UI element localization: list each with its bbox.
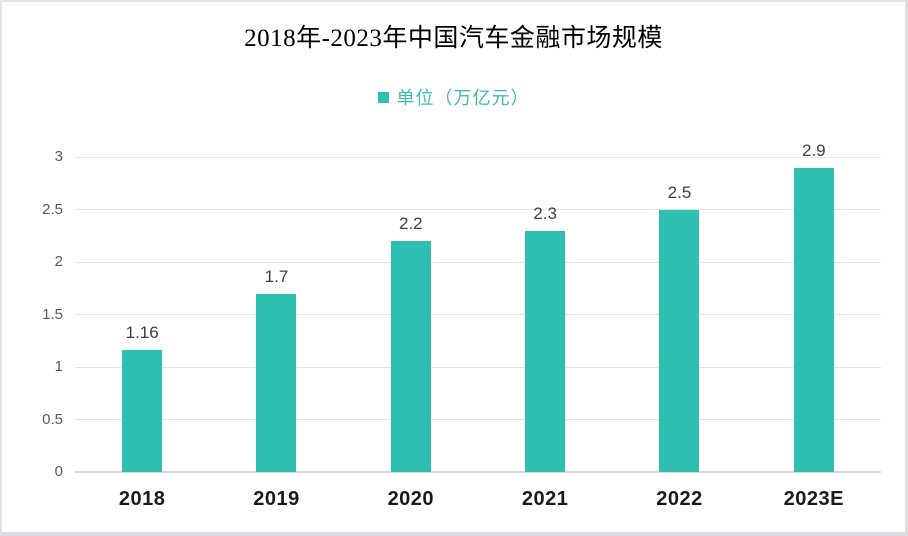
x-tick-label: 2021 [521, 488, 569, 510]
bar-column: 2.2 [344, 157, 478, 472]
bar-column: 1.7 [209, 157, 343, 472]
plot-area: 0 0.5 1 1.5 2 2.5 3 1.16 1.7 2.2 2.3 2.5 2.9 2018 20… [42, 141, 881, 510]
gridline [75, 261, 881, 263]
bar [122, 350, 163, 472]
x-tick-label: 2023E [783, 488, 844, 510]
bar-column: 2.9 [747, 141, 881, 472]
bar [525, 230, 566, 472]
gridline [75, 419, 881, 420]
bar-value-label: 2.9 [801, 140, 826, 160]
bar-value-label: 1.16 [125, 323, 159, 343]
x-tick-label: 2020 [387, 488, 435, 510]
x-tick-label: 2019 [253, 488, 300, 510]
x-tick-label: 2018 [118, 488, 166, 510]
gridline [75, 209, 881, 210]
chart-title: 2018年-2023年中国汽车金融市场规模 [244, 25, 663, 52]
legend-label: 单位（万亿元） [396, 88, 530, 108]
bar-value-label: 2.3 [533, 203, 557, 223]
y-tick-label: 3 [54, 148, 63, 165]
x-tick-label: 2022 [656, 488, 703, 510]
bar-column: 1.16 [75, 157, 209, 472]
bar-value-label: 2.2 [398, 214, 423, 233]
x-axis-line [75, 471, 881, 473]
bar-value-label: 2.5 [667, 182, 692, 202]
y-tick-label: 1 [54, 358, 63, 375]
y-tick-label: 0.5 [42, 410, 63, 428]
bar-column: 2.5 [612, 157, 746, 472]
y-tick-label: 1.5 [42, 305, 63, 323]
gridline [75, 156, 881, 158]
y-tick-label: 2.5 [42, 200, 63, 218]
bar [793, 167, 834, 472]
bar [659, 209, 700, 472]
bar [390, 241, 431, 472]
gridline [75, 314, 881, 315]
bar-value-label: 1.7 [264, 266, 289, 286]
legend: 单位（万亿元） [2, 84, 905, 110]
y-tick-label: 0 [54, 463, 63, 480]
gridline [75, 366, 881, 368]
legend-swatch-icon [377, 91, 389, 103]
bar [256, 293, 297, 472]
y-tick-label: 2 [54, 253, 63, 270]
bar-column: 2.3 [478, 157, 612, 472]
